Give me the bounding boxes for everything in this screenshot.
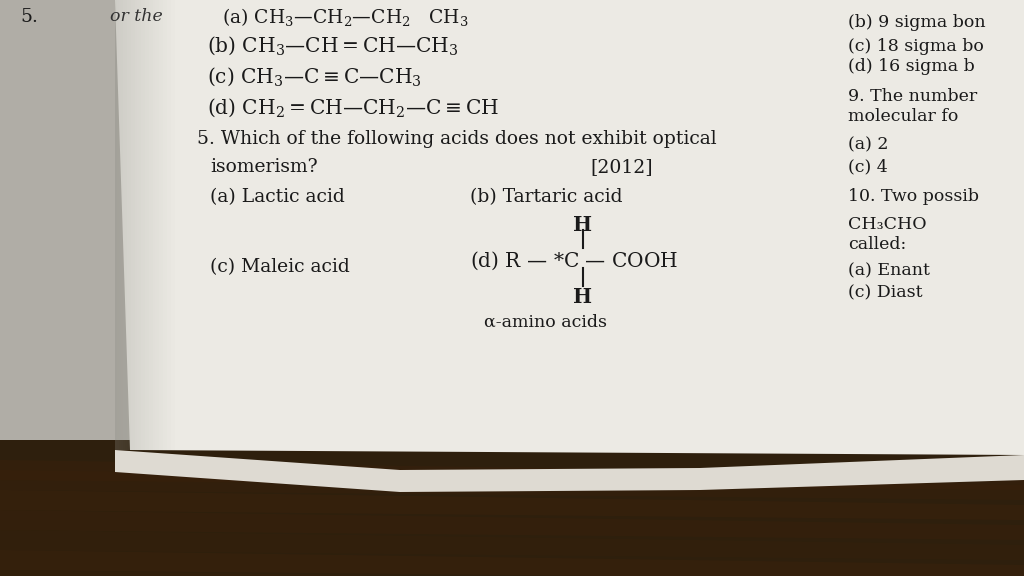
Polygon shape (151, 0, 153, 450)
Polygon shape (0, 0, 160, 440)
Text: or the: or the (110, 8, 163, 25)
Polygon shape (163, 0, 165, 450)
Text: H: H (573, 215, 593, 235)
Polygon shape (115, 450, 1024, 492)
Polygon shape (0, 460, 1024, 490)
Text: (a) $\mathregular{CH_3 — CH_2 — CH_2}$   $\mathregular{CH_3}$: (a) $\mathregular{CH_3 — CH_2 — CH_2}$ $… (222, 6, 469, 28)
Polygon shape (137, 0, 139, 450)
Polygon shape (133, 0, 135, 450)
Text: (b) $\mathregular{CH_3 — CH = CH — CH_3}$: (b) $\mathregular{CH_3 — CH = CH — CH_3}… (207, 34, 459, 56)
Polygon shape (129, 0, 131, 450)
Text: 9. The number: 9. The number (848, 88, 977, 105)
Polygon shape (119, 0, 121, 450)
Text: 5. Which of the following acids does not exhibit optical: 5. Which of the following acids does not… (197, 130, 717, 148)
Polygon shape (145, 0, 147, 450)
Polygon shape (159, 0, 161, 450)
Text: (d) 16 sigma b: (d) 16 sigma b (848, 58, 975, 75)
Text: (c) Diast: (c) Diast (848, 284, 923, 301)
Polygon shape (0, 530, 1024, 560)
Polygon shape (0, 510, 1024, 540)
Text: (d) $\mathregular{CH_2 = CH — CH_2 — C \equiv CH}$: (d) $\mathregular{CH_2 = CH — CH_2 — C \… (207, 96, 499, 119)
Text: H: H (573, 287, 593, 307)
Polygon shape (117, 0, 119, 450)
Polygon shape (139, 0, 141, 450)
Polygon shape (127, 0, 129, 450)
Text: (a) Enant: (a) Enant (848, 262, 930, 279)
Text: (b) 9 sigma bon: (b) 9 sigma bon (848, 14, 986, 31)
Text: CH₃CHO: CH₃CHO (848, 216, 927, 233)
Text: [2012]: [2012] (590, 158, 652, 176)
Text: 10. Two possib: 10. Two possib (848, 188, 979, 205)
Polygon shape (131, 0, 133, 450)
Polygon shape (115, 0, 117, 450)
Text: (b) Tartaric acid: (b) Tartaric acid (470, 188, 623, 206)
Text: α-amino acids: α-amino acids (483, 314, 606, 331)
Polygon shape (0, 550, 1024, 576)
Polygon shape (143, 0, 145, 450)
Polygon shape (153, 0, 155, 450)
Text: (c) 4: (c) 4 (848, 158, 888, 175)
Text: 5.: 5. (20, 8, 38, 26)
Text: (a) Lactic acid: (a) Lactic acid (210, 188, 345, 206)
Text: molecular fo: molecular fo (848, 108, 958, 125)
Polygon shape (121, 0, 123, 450)
Polygon shape (0, 470, 1024, 500)
Polygon shape (150, 0, 151, 450)
Polygon shape (0, 570, 1024, 576)
Text: (c) Maleic acid: (c) Maleic acid (210, 258, 350, 276)
Text: isomerism?: isomerism? (210, 158, 317, 176)
Text: (d) R $\mathregular{—}$ *C $\mathregular{—}$ COOH: (d) R $\mathregular{—}$ *C $\mathregular… (470, 250, 678, 272)
Text: (c) $\mathregular{CH_3 — C \equiv C — CH_3}$: (c) $\mathregular{CH_3 — C \equiv C — CH… (207, 65, 422, 88)
Polygon shape (141, 0, 143, 450)
Text: (a) 2: (a) 2 (848, 136, 889, 153)
Polygon shape (125, 0, 127, 450)
Text: (c) 18 sigma bo: (c) 18 sigma bo (848, 38, 984, 55)
Text: called:: called: (848, 236, 906, 253)
Polygon shape (115, 0, 1024, 455)
Polygon shape (135, 0, 137, 450)
Polygon shape (123, 0, 125, 450)
Polygon shape (161, 0, 163, 450)
Polygon shape (147, 0, 150, 450)
Polygon shape (157, 0, 159, 450)
Polygon shape (155, 0, 157, 450)
Polygon shape (0, 490, 1024, 520)
